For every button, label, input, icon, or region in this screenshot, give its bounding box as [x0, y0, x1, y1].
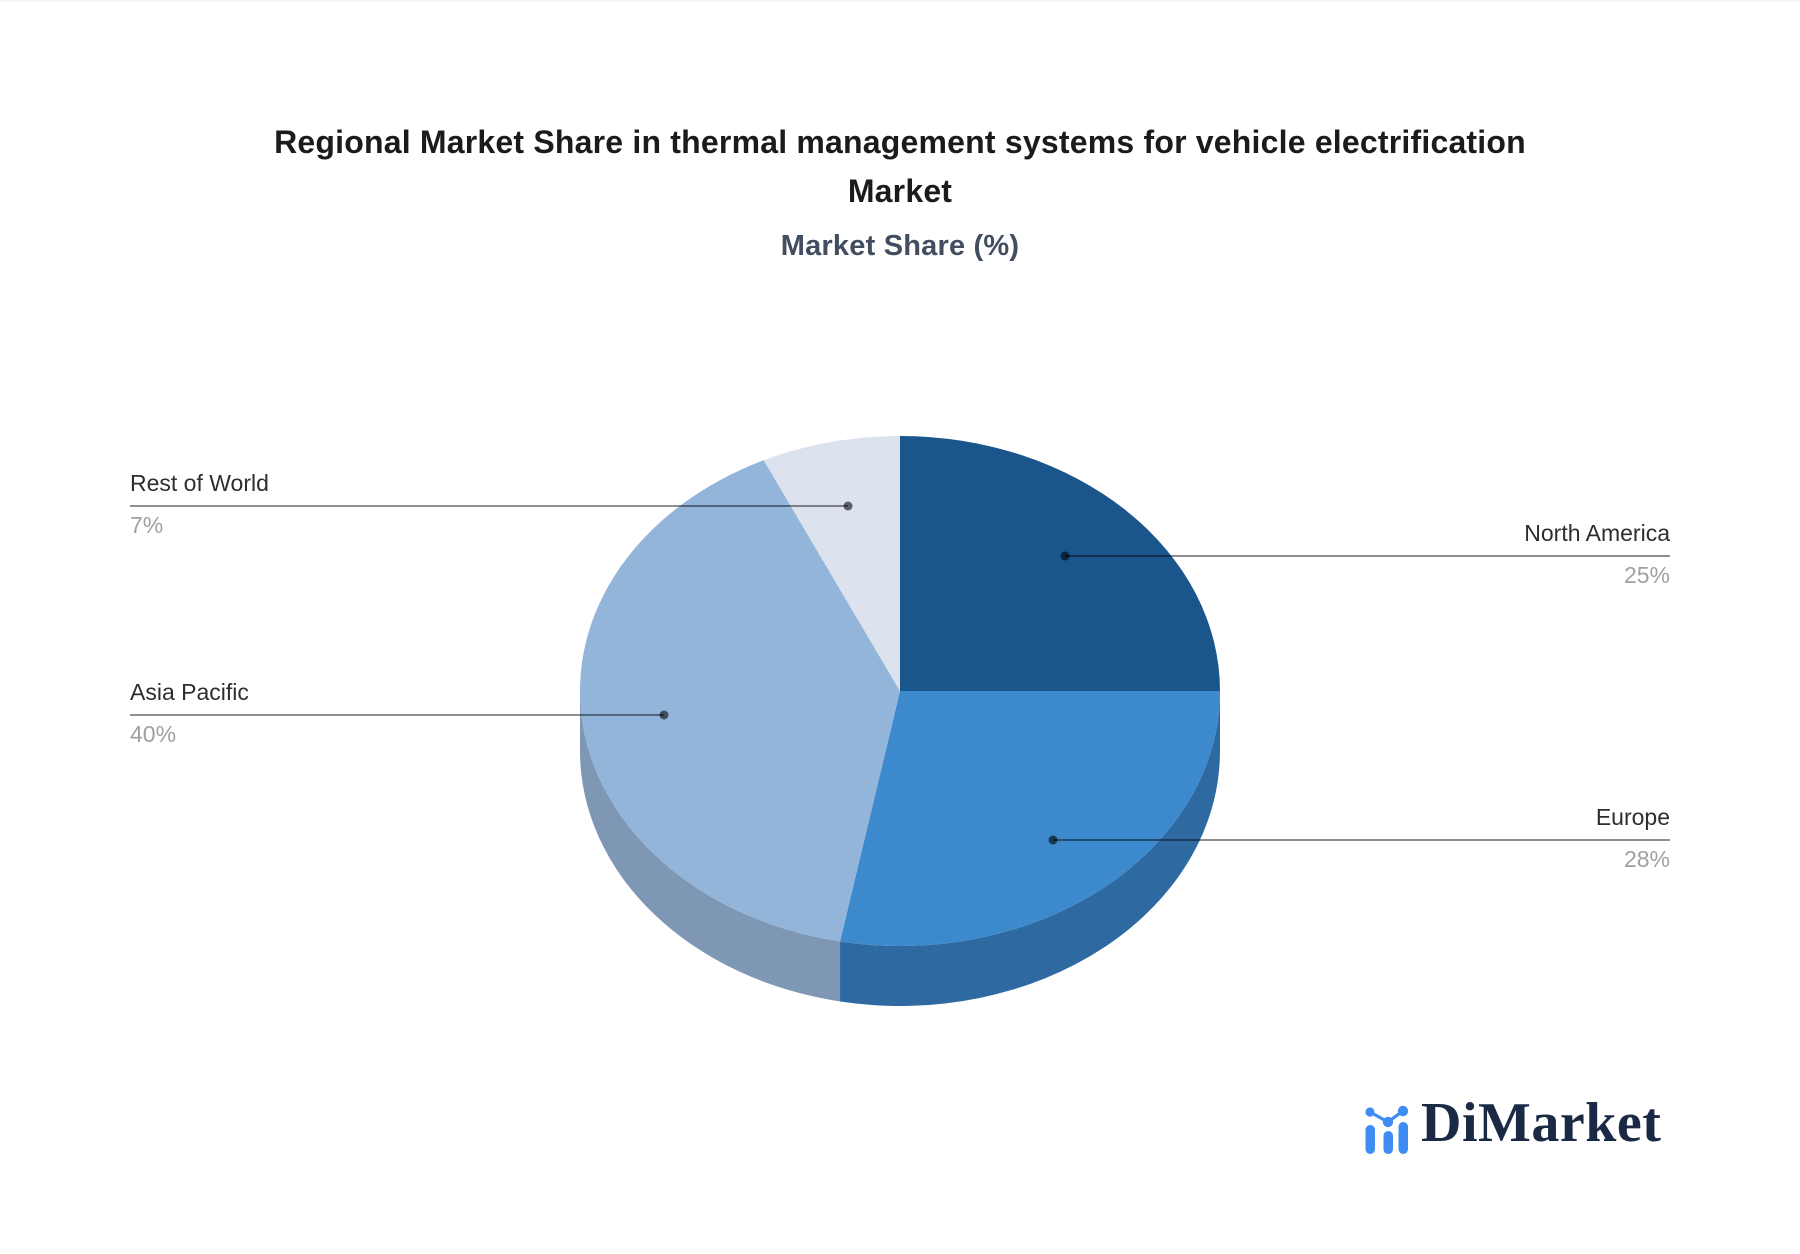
- pie-slice-side: [580, 691, 841, 1002]
- callout-asia-pacific: Asia Pacific 40%: [130, 679, 249, 747]
- slice-percent-text: 40%: [130, 721, 177, 747]
- pie-slice-side: [840, 691, 1220, 1007]
- chart-header: Regional Market Share in thermal managem…: [0, 118, 1800, 263]
- pie-slice-north-america[interactable]: [900, 436, 1220, 691]
- pie-slice-europe[interactable]: [840, 691, 1220, 946]
- slice-percent-text: 7%: [130, 512, 164, 538]
- slice-label-text: Asia Pacific: [130, 679, 249, 705]
- pie-slice-asia-pacific[interactable]: [579, 460, 900, 942]
- leader-dot: [659, 710, 669, 720]
- callout-north-america: North America 25%: [1524, 520, 1670, 588]
- bar-line-chart-icon: [1365, 1105, 1409, 1154]
- slice-percent-text: 25%: [1623, 562, 1670, 588]
- chart-title-line2: Market: [847, 173, 953, 209]
- callout-europe: Europe 28%: [1596, 804, 1670, 872]
- slice-percent-text: 28%: [1623, 846, 1670, 872]
- slice-label-text: North America: [1524, 520, 1670, 546]
- logo-text: DiMarket: [1421, 1092, 1662, 1154]
- callout-rest-of-world: Rest of World 7%: [130, 470, 269, 538]
- chart-subtitle: Market Share (%): [780, 230, 1020, 262]
- pie-slice-rest-of-world[interactable]: [763, 436, 900, 691]
- leader-dot: [1060, 551, 1070, 561]
- slice-label-text: Europe: [1595, 804, 1670, 830]
- chart-title-line1: Regional Market Share in thermal managem…: [274, 124, 1526, 160]
- leader-dot: [1048, 835, 1058, 845]
- slice-label-text: Rest of World: [130, 470, 269, 496]
- dimarket-logo: DiMarket: [1358, 1084, 1661, 1156]
- leader-dot: [843, 501, 853, 511]
